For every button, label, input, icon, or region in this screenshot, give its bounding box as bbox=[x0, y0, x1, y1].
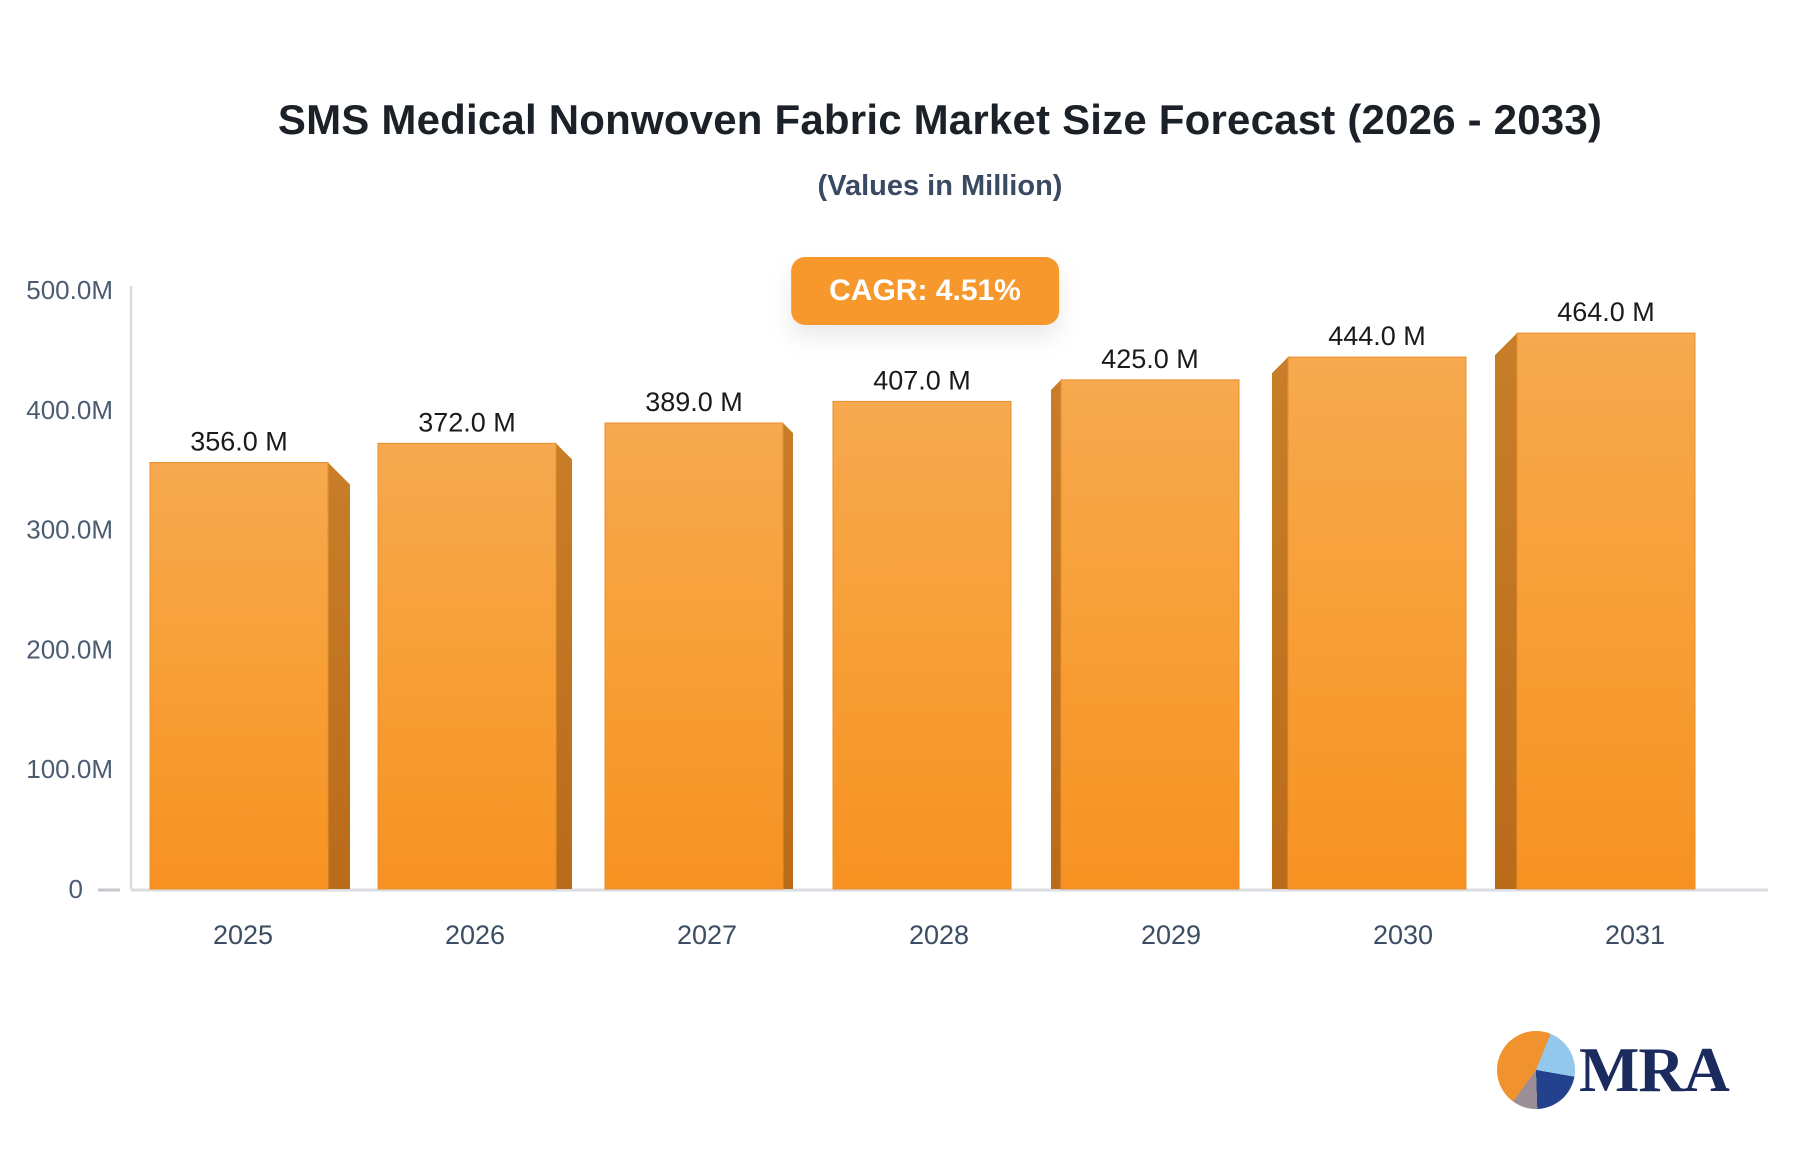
x-axis-tick-label: 2031 bbox=[1605, 920, 1665, 950]
y-axis-tick-label: 0 bbox=[69, 874, 83, 904]
bar-front-face[interactable] bbox=[377, 442, 557, 890]
bar-front-face[interactable] bbox=[1060, 379, 1240, 890]
bar-front-face[interactable] bbox=[832, 400, 1012, 890]
bar-front-face[interactable] bbox=[149, 462, 329, 890]
logo-pie-icon bbox=[1497, 1031, 1575, 1109]
bar-value-label: 407.0 M bbox=[873, 365, 971, 395]
bar-value-label: 444.0 M bbox=[1328, 321, 1426, 351]
y-axis-tick-label: 300.0M bbox=[26, 515, 113, 545]
bar-side-face bbox=[783, 422, 793, 889]
bar-2029[interactable]: 425.0 M 2029 bbox=[1051, 344, 1240, 950]
y-axis-tick-label: 100.0M bbox=[26, 754, 113, 784]
bar-2030[interactable]: 444.0 M 2030 bbox=[1272, 321, 1467, 950]
cagr-badge: CAGR: 4.51% bbox=[791, 257, 1059, 325]
x-axis-tick-label: 2028 bbox=[909, 920, 969, 950]
bar-value-label: 372.0 M bbox=[418, 407, 516, 437]
bar-2028[interactable]: 407.0 M 2028 bbox=[832, 365, 1012, 950]
bar-2026[interactable]: 372.0 M 2026 bbox=[377, 407, 572, 950]
bar-front-face[interactable] bbox=[1287, 356, 1467, 890]
x-axis-tick-label: 2030 bbox=[1373, 920, 1433, 950]
x-axis-tick-label: 2026 bbox=[445, 920, 505, 950]
bar-front-face[interactable] bbox=[1516, 332, 1696, 890]
bar-value-label: 425.0 M bbox=[1101, 344, 1199, 374]
x-axis-tick-label: 2029 bbox=[1141, 920, 1201, 950]
bar-front-face[interactable] bbox=[604, 422, 784, 890]
chart-subtitle: (Values in Million) bbox=[817, 170, 1063, 202]
bar-side-face bbox=[556, 443, 572, 889]
bar-2027[interactable]: 389.0 M 2027 bbox=[604, 387, 793, 950]
bar-side-face bbox=[328, 462, 350, 889]
bar-2025[interactable]: 356.0 M 2025 bbox=[149, 427, 350, 950]
bar-2031[interactable]: 464.0 M 2031 bbox=[1495, 297, 1696, 950]
x-axis-tick-label: 2027 bbox=[677, 920, 737, 950]
bar-value-label: 356.0 M bbox=[190, 427, 288, 457]
brand-logo: MRA bbox=[1497, 1031, 1730, 1109]
y-axis-tick-label: 500.0M bbox=[26, 275, 113, 305]
logo-text: MRA bbox=[1579, 1034, 1730, 1105]
bar-side-face bbox=[1272, 357, 1288, 889]
bar-value-label: 464.0 M bbox=[1557, 297, 1655, 327]
y-axis-tick-label: 200.0M bbox=[26, 634, 113, 664]
bar-side-face bbox=[1495, 333, 1517, 889]
bar-side-face bbox=[1051, 379, 1061, 889]
bar-value-label: 389.0 M bbox=[645, 387, 743, 417]
y-axis-tick-label: 400.0M bbox=[26, 395, 113, 425]
x-axis-tick-label: 2025 bbox=[213, 920, 273, 950]
chart-title: SMS Medical Nonwoven Fabric Market Size … bbox=[277, 96, 1603, 143]
